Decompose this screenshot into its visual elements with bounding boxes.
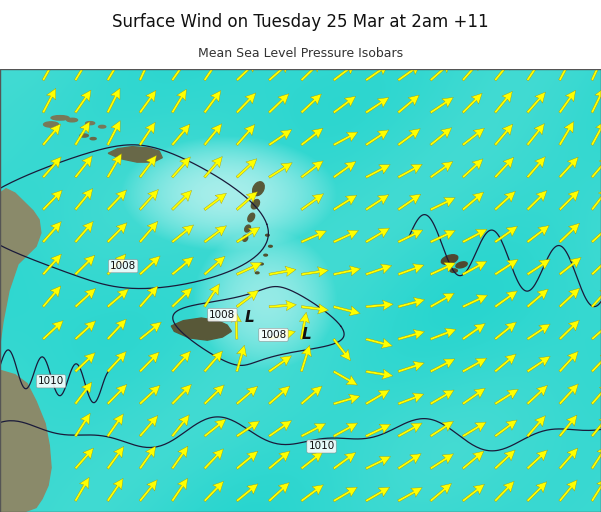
Ellipse shape: [51, 116, 69, 120]
Text: 1008: 1008: [209, 310, 236, 320]
Text: Mean Sea Level Pressure Isobars: Mean Sea Level Pressure Isobars: [198, 48, 403, 60]
Ellipse shape: [90, 138, 96, 140]
Ellipse shape: [99, 125, 106, 128]
Ellipse shape: [43, 122, 59, 127]
Text: Surface Wind on Tuesday 25 Mar at 2am +11: Surface Wind on Tuesday 25 Mar at 2am +1…: [112, 13, 489, 31]
Ellipse shape: [456, 262, 467, 268]
Ellipse shape: [251, 200, 260, 209]
Polygon shape: [171, 318, 231, 340]
Ellipse shape: [248, 213, 255, 222]
Text: 1008: 1008: [260, 330, 287, 340]
Ellipse shape: [85, 122, 94, 125]
Ellipse shape: [67, 118, 78, 122]
Text: 1008: 1008: [110, 261, 136, 271]
Polygon shape: [0, 370, 51, 512]
Ellipse shape: [264, 254, 267, 256]
Ellipse shape: [269, 245, 272, 247]
Text: 1010: 1010: [308, 441, 335, 452]
Polygon shape: [0, 189, 41, 344]
Text: L: L: [245, 310, 254, 325]
Ellipse shape: [243, 235, 248, 241]
Ellipse shape: [450, 269, 457, 272]
Ellipse shape: [260, 263, 263, 265]
Polygon shape: [108, 146, 162, 162]
Ellipse shape: [255, 272, 259, 274]
Ellipse shape: [80, 134, 88, 137]
Text: L: L: [302, 327, 311, 343]
Ellipse shape: [266, 234, 269, 236]
Ellipse shape: [245, 225, 251, 232]
Text: 1010: 1010: [38, 376, 64, 387]
Ellipse shape: [441, 255, 458, 264]
Ellipse shape: [252, 182, 264, 196]
